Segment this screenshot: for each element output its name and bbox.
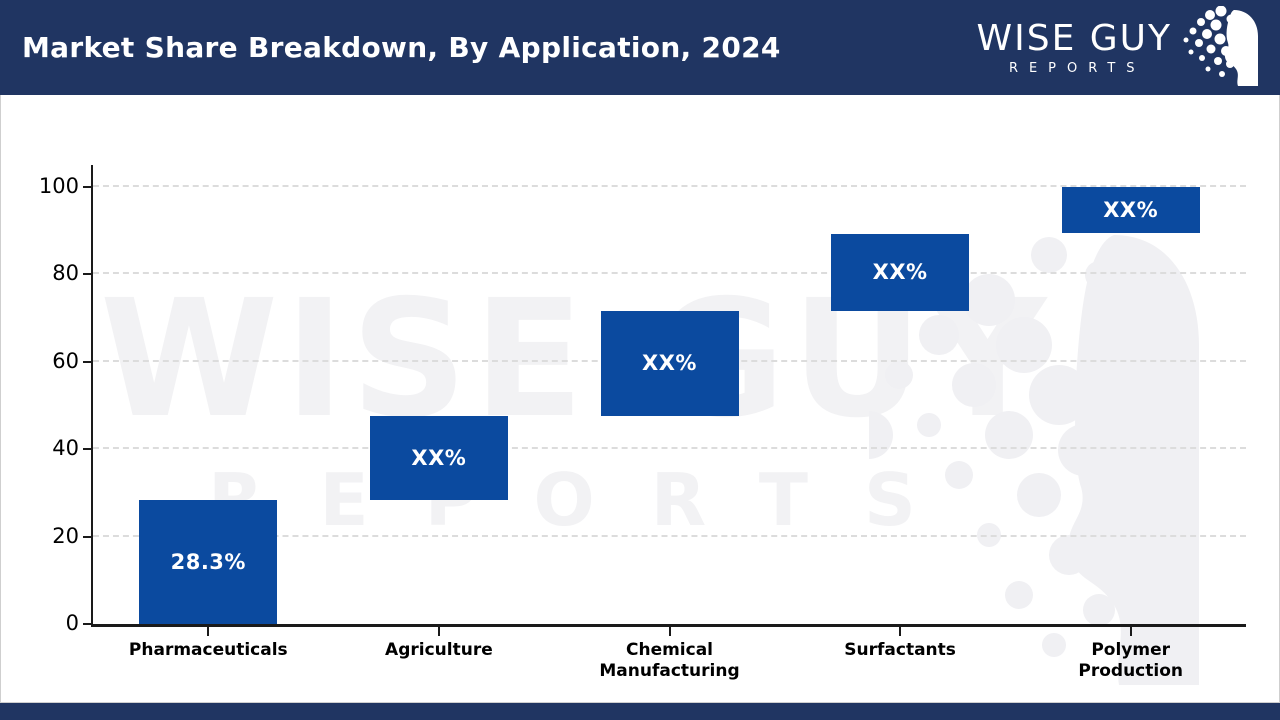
x-axis-category-label: Polymer Production	[1078, 640, 1183, 681]
chart-area: WISE GUY REPORTS 0 20 40 60 80 100 28.3% Pharma…	[0, 95, 1280, 702]
waterfall-bar-1: 28.3%	[139, 500, 278, 624]
gridline-100	[93, 184, 1246, 187]
y-axis-label-20: 20	[52, 523, 79, 548]
bar-value-label: XX%	[411, 446, 467, 471]
y-axis-tick-60	[83, 360, 93, 363]
y-axis-label-40: 40	[52, 436, 79, 461]
waterfall-bar-2: XX%	[369, 415, 508, 501]
x-axis-tick-4	[899, 627, 902, 636]
footer-bar	[0, 702, 1280, 720]
plot-area: 0 20 40 60 80 100 28.3% Pharmaceuticals XX% Agric…	[39, 165, 1246, 681]
waterfall-bar-4: XX%	[831, 233, 970, 311]
bar-value-label: XX%	[642, 351, 697, 376]
bar-value-label: XX%	[1103, 197, 1159, 222]
x-axis-tick-3	[668, 627, 671, 636]
bar-value-label: XX%	[872, 260, 928, 285]
watermark-line2: REPORTS	[208, 458, 972, 542]
chart-title: Market Share Breakdown, By Application, …	[22, 31, 781, 64]
wiseguy-logo: WISE GUY REPORTS	[977, 6, 1263, 90]
gridline-20	[93, 534, 1246, 537]
waterfall-bar-3: XX%	[600, 311, 739, 416]
y-axis-tick-100	[83, 185, 93, 188]
logo-brand-name: WISE GUY	[976, 18, 1172, 59]
x-axis-category-label: Pharmaceuticals	[128, 640, 288, 660]
logo-face-icon	[1183, 6, 1258, 86]
waterfall-bar-5: XX%	[1061, 186, 1200, 233]
logo-brand-sub: REPORTS	[1008, 61, 1146, 76]
header: Market Share Breakdown, By Application, …	[0, 0, 1280, 95]
x-axis-tick-5	[1129, 627, 1132, 636]
x-axis-category-label: Surfactants	[844, 640, 956, 660]
x-axis-tick-2	[437, 627, 440, 636]
gridline-40	[93, 447, 1246, 450]
watermark-face-graphic	[869, 235, 1199, 685]
y-axis-label-80: 80	[52, 261, 79, 286]
y-axis-tick-80	[83, 273, 93, 276]
x-axis-category-label: Chemical Manufacturing	[599, 640, 740, 681]
gridline-80	[93, 272, 1246, 275]
x-axis-tick-1	[207, 627, 210, 636]
x-axis-category-label: Agriculture	[385, 640, 493, 660]
y-axis-tick-40	[83, 448, 93, 451]
y-axis-label-100: 100	[38, 173, 79, 198]
y-axis-label-0: 0	[65, 611, 79, 635]
y-axis-label-60: 60	[52, 348, 79, 373]
y-axis-tick-0	[83, 623, 93, 625]
y-axis-tick-20	[83, 535, 93, 538]
logo-text: WISE GUY REPORTS	[977, 19, 1173, 77]
bar-value-label: 28.3%	[170, 550, 246, 575]
